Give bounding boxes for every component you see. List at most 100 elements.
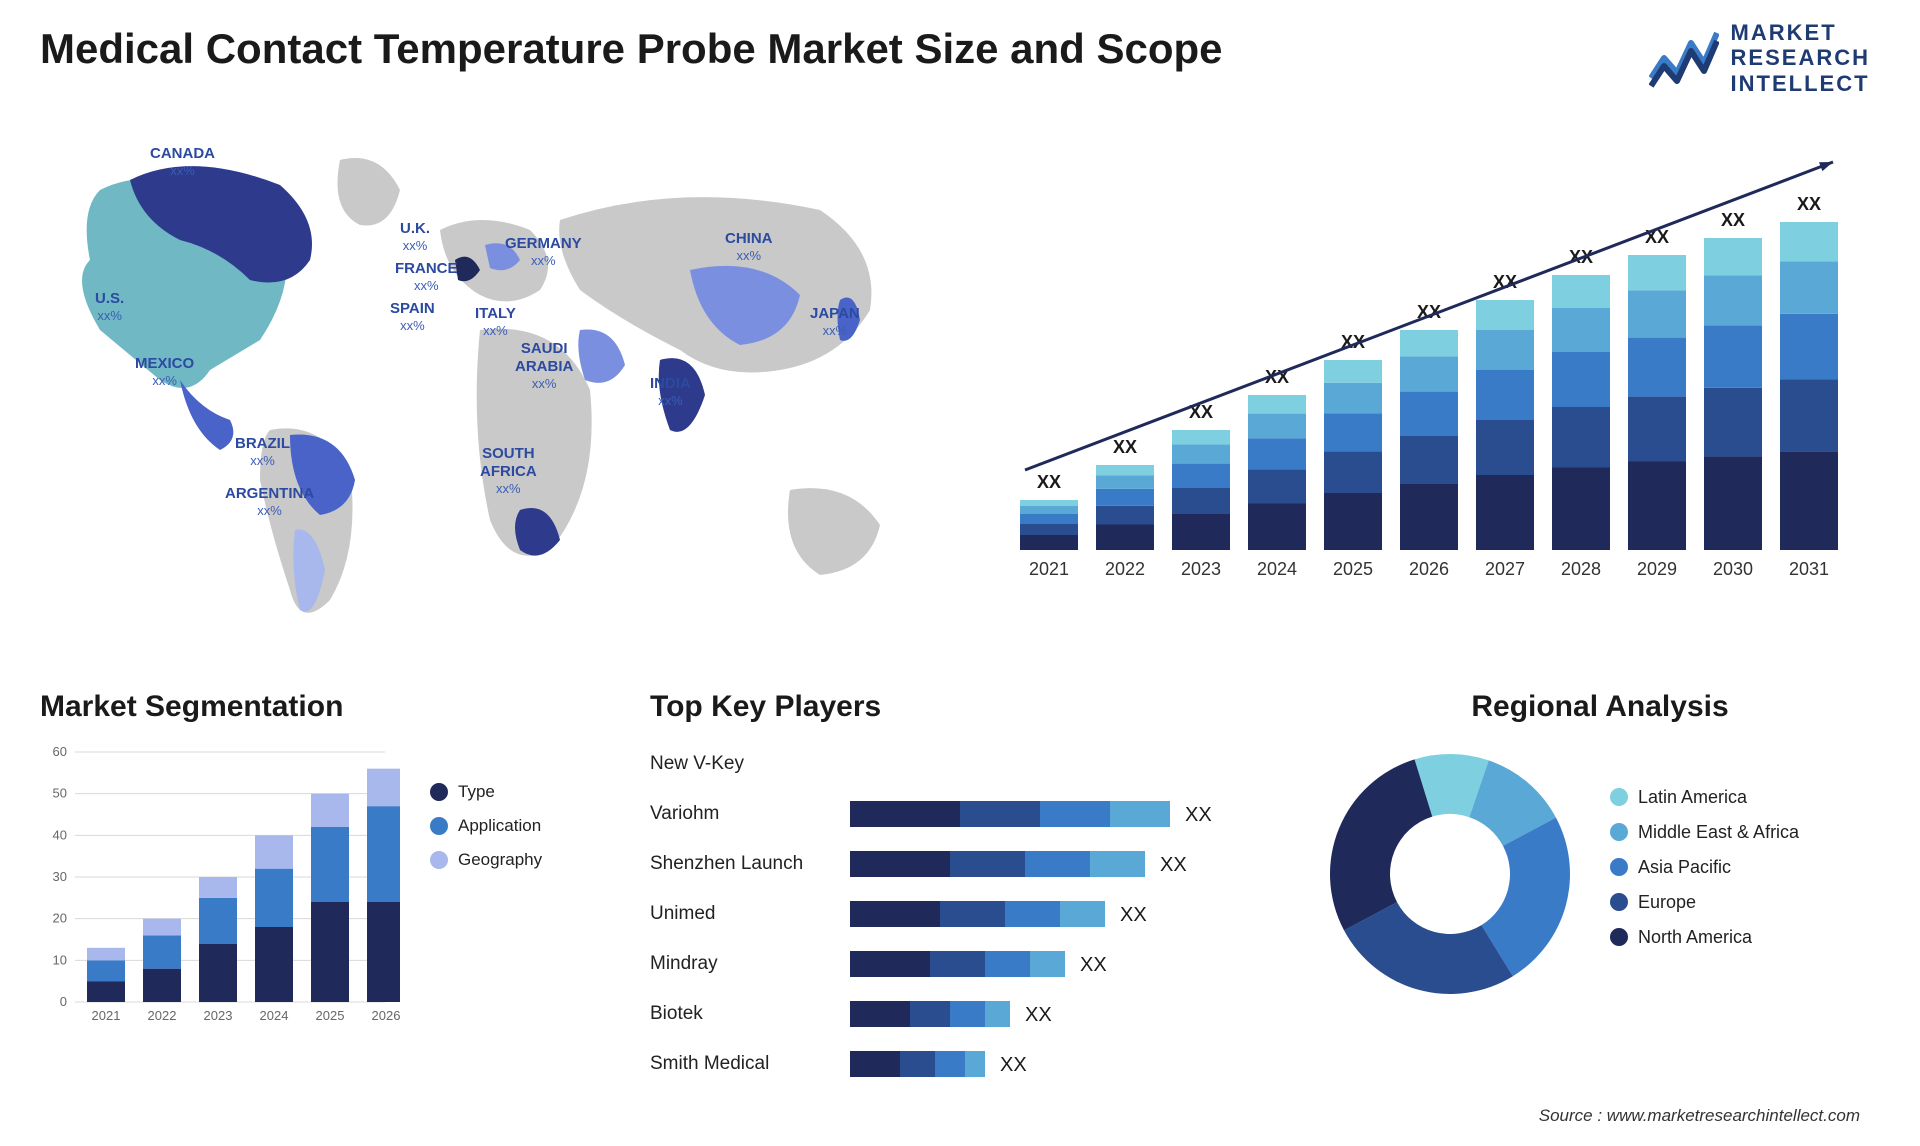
segmentation-legend: Type Application Geography [430,782,542,884]
svg-text:XX: XX [1037,472,1061,492]
legend-item: Latin America [1610,787,1799,808]
svg-text:20: 20 [53,911,67,926]
regional-donut [1320,744,1580,1004]
world-map-svg [40,130,940,650]
map-label: U.K.xx% [400,220,430,254]
legend-item: North America [1610,927,1799,948]
svg-text:2022: 2022 [148,1008,177,1023]
svg-text:XX: XX [1721,210,1745,230]
svg-text:30: 30 [53,869,67,884]
svg-text:2026: 2026 [1409,559,1449,579]
legend-label: Application [458,816,541,836]
segmentation-section: Market Segmentation 01020304050602021202… [40,690,600,1042]
legend-label: Middle East & Africa [1638,822,1799,843]
legend-swatch [1610,788,1628,806]
svg-text:XX: XX [1797,194,1821,214]
svg-text:40: 40 [53,827,67,842]
keyplayer-label: New V-Key [650,739,850,789]
regional-legend: Latin America Middle East & Africa Asia Pa… [1610,787,1799,962]
legend-swatch [430,817,448,835]
svg-text:2030: 2030 [1713,559,1753,579]
keyplayers-heading: Top Key Players [650,690,1280,724]
map-label: BRAZILxx% [235,435,290,469]
map-label: ITALYxx% [475,305,516,339]
legend-label: Latin America [1638,787,1747,808]
svg-text:2022: 2022 [1105,559,1145,579]
svg-text:XX: XX [1160,854,1187,876]
legend-item: Europe [1610,892,1799,913]
keyplayer-label: Smith Medical [650,1039,850,1089]
map-label: SPAINxx% [390,300,435,334]
legend-swatch [1610,928,1628,946]
keyplayers-labels: New V-KeyVariohmShenzhen LaunchUnimedMin… [650,739,850,1099]
segmentation-heading: Market Segmentation [40,690,600,724]
logo-icon [1649,28,1719,88]
svg-text:2021: 2021 [1029,559,1069,579]
legend-item: Asia Pacific [1610,857,1799,878]
svg-text:2028: 2028 [1561,559,1601,579]
svg-text:0: 0 [60,994,67,1009]
legend-item: Geography [430,850,542,870]
logo-text: MARKET RESEARCH INTELLECT [1731,20,1870,96]
regional-section: Regional Analysis Latin America Middle Ea… [1320,690,1880,1004]
logo-line1: MARKET [1731,20,1870,45]
svg-text:2023: 2023 [1181,559,1221,579]
legend-item: Middle East & Africa [1610,822,1799,843]
map-label: ARGENTINAxx% [225,485,314,519]
logo: MARKET RESEARCH INTELLECT [1649,20,1870,96]
svg-text:2021: 2021 [92,1008,121,1023]
legend-swatch [430,851,448,869]
map-label: FRANCExx% [395,260,458,294]
source-attribution: Source : www.marketresearchintellect.com [1539,1106,1860,1126]
svg-text:50: 50 [53,786,67,801]
map-label: INDIAxx% [650,375,691,409]
svg-text:XX: XX [1000,1054,1027,1076]
map-label: SAUDIARABIAxx% [515,340,573,392]
growth-chart-svg: XX2021XX2022XX2023XX2024XX2025XX2026XX20… [1010,150,1860,610]
svg-text:2027: 2027 [1485,559,1525,579]
legend-item: Type [430,782,542,802]
legend-label: Type [458,782,495,802]
world-map: CANADAxx% U.S.xx% MEXICOxx% BRAZILxx% ARGENT… [40,130,940,650]
keyplayer-label: Shenzhen Launch [650,839,850,889]
legend-label: Geography [458,850,542,870]
page-title: Medical Contact Temperature Probe Market… [40,25,1223,73]
legend-swatch [430,783,448,801]
map-label: MEXICOxx% [135,355,194,389]
legend-item: Application [430,816,542,836]
map-label: SOUTHAFRICAxx% [480,445,537,497]
svg-text:2025: 2025 [1333,559,1373,579]
svg-text:2031: 2031 [1789,559,1829,579]
logo-line3: INTELLECT [1731,71,1870,96]
growth-chart: XX2021XX2022XX2023XX2024XX2025XX2026XX20… [1010,150,1860,610]
keyplayers-chart: XXXXXXXXXXXX [850,739,1270,1099]
legend-swatch [1610,893,1628,911]
keyplayer-label: Biotek [650,989,850,1039]
map-label: GERMANYxx% [505,235,582,269]
map-label: CANADAxx% [150,145,215,179]
keyplayer-label: Unimed [650,889,850,939]
legend-label: North America [1638,927,1752,948]
svg-text:XX: XX [1185,804,1212,826]
keyplayer-label: Mindray [650,939,850,989]
keyplayer-label: Variohm [650,789,850,839]
legend-swatch [1610,858,1628,876]
logo-line2: RESEARCH [1731,45,1870,70]
legend-label: Europe [1638,892,1696,913]
legend-label: Asia Pacific [1638,857,1731,878]
legend-swatch [1610,823,1628,841]
map-label: JAPANxx% [810,305,860,339]
svg-text:2025: 2025 [316,1008,345,1023]
svg-text:2029: 2029 [1637,559,1677,579]
svg-text:XX: XX [1120,904,1147,926]
map-label: U.S.xx% [95,290,124,324]
segmentation-chart: 0102030405060202120222023202420252026 [40,742,400,1042]
svg-text:2026: 2026 [372,1008,400,1023]
svg-text:2024: 2024 [260,1008,289,1023]
map-label: CHINAxx% [725,230,773,264]
regional-heading: Regional Analysis [1320,690,1880,724]
svg-text:XX: XX [1113,437,1137,457]
svg-text:2023: 2023 [204,1008,233,1023]
keyplayers-section: Top Key Players New V-KeyVariohmShenzhen… [650,690,1280,1099]
svg-text:10: 10 [53,952,67,967]
